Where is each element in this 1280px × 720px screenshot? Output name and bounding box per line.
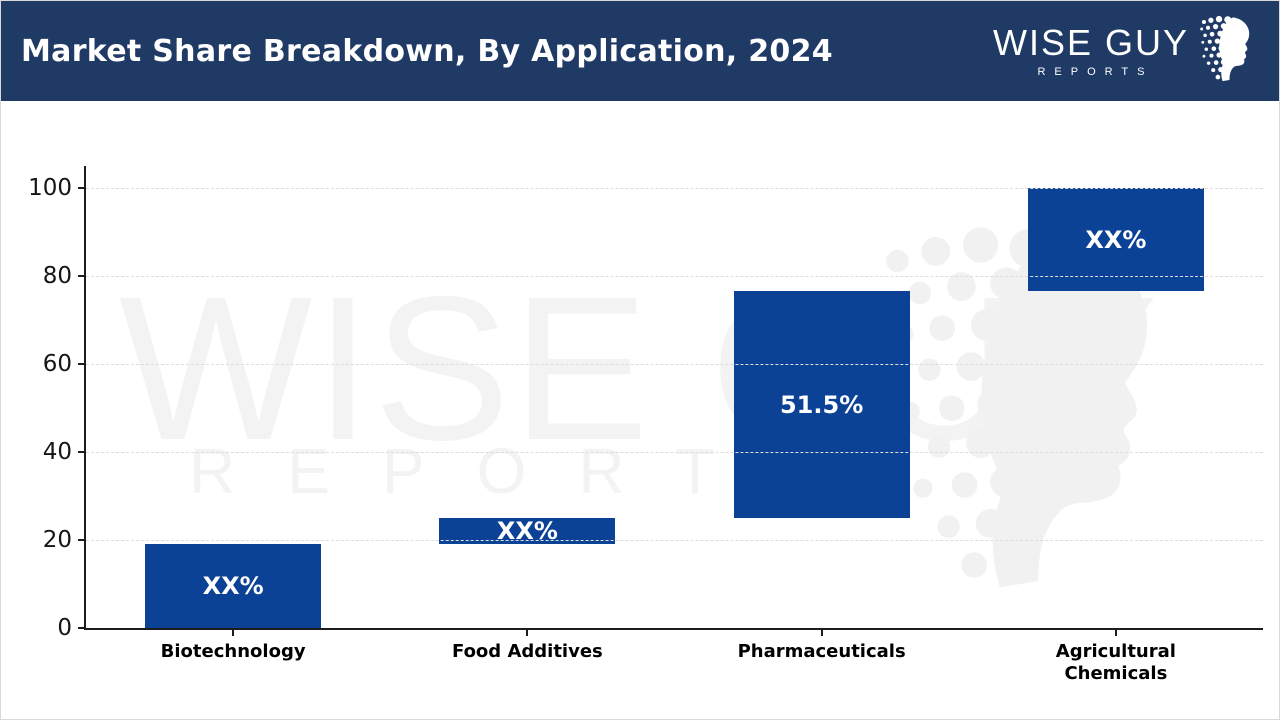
logo-subtext: REPORTS (1037, 65, 1154, 78)
gridline (86, 188, 1263, 189)
bar-value-label: XX% (496, 517, 558, 546)
x-tick-mark (526, 628, 529, 636)
x-tick-mark (1114, 628, 1117, 636)
y-tick-label: 0 (57, 615, 72, 641)
bar (439, 518, 616, 545)
x-axis-line (84, 628, 1263, 630)
category-label: Agricultural Chemicals (1055, 641, 1176, 684)
y-tick-mark (78, 451, 86, 453)
y-tick-label: 60 (42, 351, 72, 377)
x-tick-mark (820, 628, 823, 636)
y-axis-line (84, 166, 86, 630)
y-tick-label: 20 (42, 527, 72, 553)
y-tick-label: 80 (42, 263, 72, 289)
y-tick-label: 100 (28, 175, 72, 201)
y-tick-mark (78, 363, 86, 365)
y-tick-mark (78, 539, 86, 541)
logo-wordmark: WISE GUY (992, 21, 1189, 63)
y-tick-mark (78, 275, 86, 277)
x-tick-mark (232, 628, 235, 636)
category-label: Food Additives (452, 641, 603, 662)
y-tick-label: 40 (42, 439, 72, 465)
wiseguy-head-icon (1197, 10, 1255, 92)
bar (145, 544, 322, 628)
gridline (86, 276, 1263, 277)
bar-value-label: XX% (1085, 225, 1147, 254)
bar-value-label: 51.5% (779, 390, 864, 419)
header: Market Share Breakdown, By Application, … (1, 1, 1279, 101)
bar (1027, 188, 1204, 292)
gridline (86, 452, 1263, 453)
bar (733, 291, 910, 518)
page-title: Market Share Breakdown, By Application, … (21, 33, 833, 69)
y-tick-mark (78, 187, 86, 189)
watermark-subtext: REPORTS (189, 435, 862, 507)
gridline (86, 364, 1263, 365)
bar-value-label: XX% (202, 572, 264, 601)
category-label: Pharmaceuticals (737, 641, 906, 662)
y-tick-mark (78, 627, 86, 629)
chart-area: WISE GUY REPORTS 0 20 40 60 80 100 XX% Biotechn… (1, 101, 1279, 719)
wiseguy-logo: WISE GUY REPORTS (993, 10, 1255, 92)
category-label: Biotechnology (160, 641, 306, 662)
gridline (86, 540, 1263, 541)
